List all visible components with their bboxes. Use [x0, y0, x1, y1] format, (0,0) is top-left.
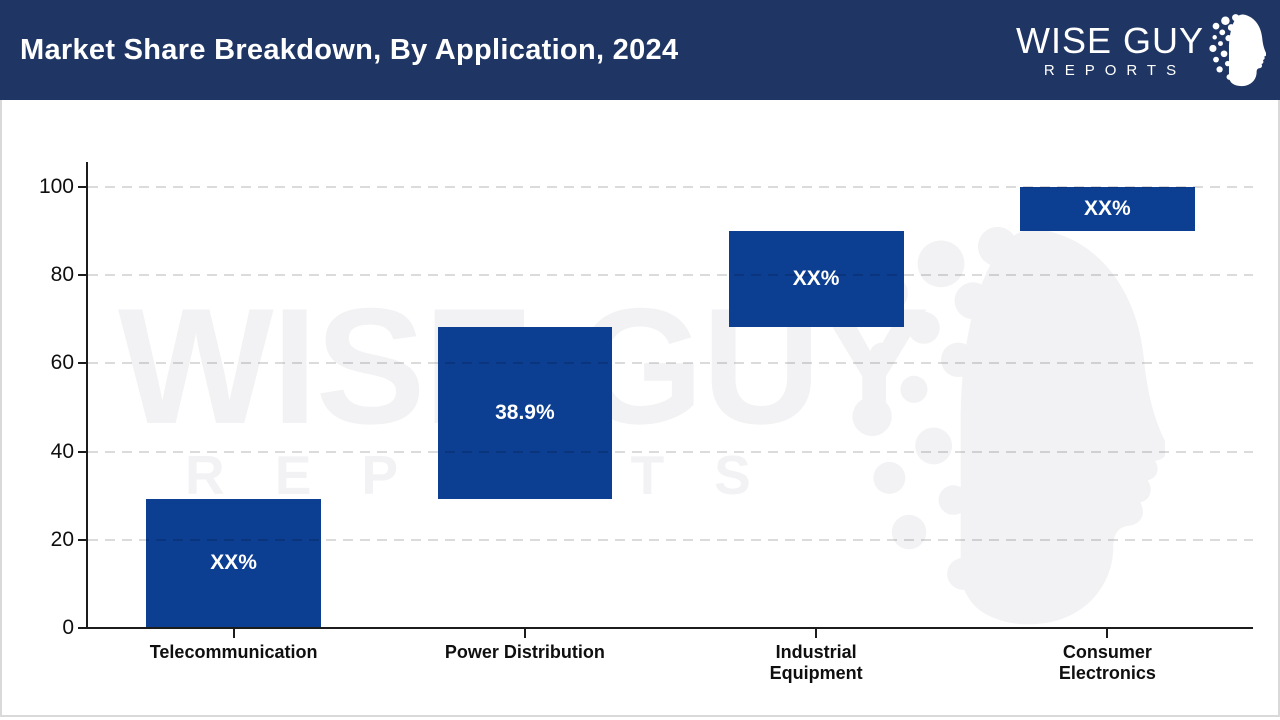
header-bar: Market Share Breakdown, By Application, … [0, 0, 1280, 100]
x-axis-label-line: Electronics [1058, 663, 1156, 683]
x-axis-label-line: Equipment [769, 663, 863, 683]
bar [146, 498, 321, 628]
brand-name: WISE GUY [1015, 19, 1204, 61]
y-tick-mark [78, 450, 88, 453]
page-border-left [0, 100, 2, 717]
x-axis-label-line: Consumer [1062, 642, 1152, 662]
y-axis-tick-label: 0 [62, 616, 74, 639]
x-tick-mark [1106, 629, 1109, 638]
y-axis-line [86, 162, 88, 629]
x-tick-mark [815, 629, 818, 638]
y-axis-tick-label: 80 [50, 263, 74, 287]
y-axis-tick-label: 20 [50, 527, 74, 551]
bar [1020, 187, 1195, 231]
y-axis-tick-label: 60 [50, 351, 74, 375]
bar-value-label: XX% [1084, 196, 1131, 220]
brand-subtitle: REPORTS [1043, 61, 1187, 79]
x-axis-label-line: Power Distribution [444, 642, 605, 662]
y-tick-mark [78, 274, 88, 277]
page-border-right [1278, 100, 1280, 717]
y-tick-mark [78, 362, 88, 365]
x-axis-label-line: Telecommunication [149, 642, 318, 662]
x-axis-label: Industrial Equipment [696, 642, 936, 684]
y-axis-tick-label: 100 [38, 175, 74, 198]
x-axis-line [86, 627, 1253, 629]
brand-logo: WISE GUY REPORTS [1016, 13, 1280, 87]
x-tick-mark [232, 629, 235, 638]
gridline [88, 186, 1253, 188]
bar [728, 230, 904, 328]
bar [437, 327, 613, 499]
x-tick-mark [523, 629, 526, 638]
page-border-bottom [0, 715, 1280, 717]
x-axis-label: Telecommunication [114, 642, 354, 663]
x-axis-label: Consumer Electronics [987, 642, 1227, 684]
bar-value-label: 38.9% [495, 401, 555, 424]
y-tick-mark [78, 627, 88, 629]
x-axis-label: Power Distribution [405, 642, 645, 663]
brand-head-icon [1209, 14, 1266, 87]
x-axis-label-line: Industrial [775, 642, 857, 662]
gridline [88, 362, 1253, 365]
gridline [88, 450, 1253, 453]
y-axis-tick-label: 40 [50, 439, 74, 463]
gridline [88, 538, 1253, 541]
brand-logo-text: WISE GUY REPORTS [1015, 19, 1204, 79]
gridline [88, 274, 1253, 277]
bar-value-label: XX% [792, 266, 840, 290]
y-tick-mark [78, 538, 88, 541]
y-tick-mark [78, 186, 88, 188]
page-title: Market Share Breakdown, By Application, … [20, 33, 679, 66]
bar-value-label: XX% [210, 551, 257, 575]
